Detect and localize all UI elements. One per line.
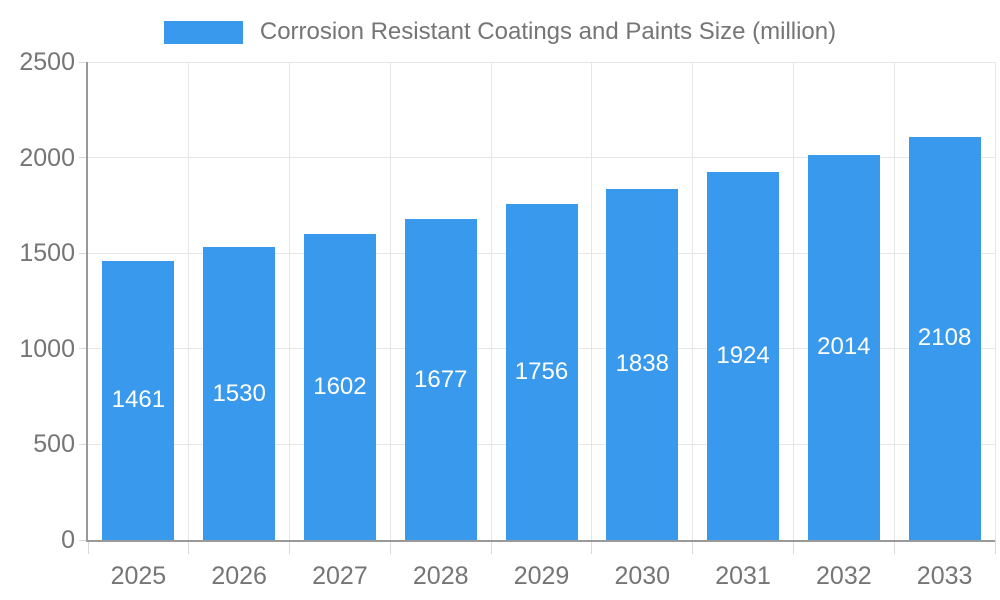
gridline-v <box>792 62 794 540</box>
x-axis-tick <box>490 540 492 554</box>
x-axis-tick <box>994 540 996 554</box>
x-axis-tick <box>289 540 291 554</box>
bar-value-label: 1602 <box>313 372 367 400</box>
x-tick-label: 2028 <box>412 562 469 590</box>
x-axis-tick <box>792 540 794 554</box>
bar-value-label: 2014 <box>817 333 871 361</box>
x-axis-tick <box>188 540 190 554</box>
gridline-v <box>490 62 492 540</box>
y-axis-tick <box>79 252 88 254</box>
x-axis-line <box>86 540 995 542</box>
x-axis-tick <box>591 540 593 554</box>
bar-value-label: 1756 <box>514 358 569 386</box>
bar[interactable] <box>505 204 578 540</box>
y-axis-line <box>86 62 88 542</box>
y-axis-tick <box>79 157 88 159</box>
gridline-v <box>389 62 391 540</box>
x-axis-tick <box>389 540 391 554</box>
legend[interactable]: Corrosion Resistant Coatings and Paints … <box>0 18 1000 46</box>
bar[interactable] <box>908 136 981 540</box>
gridline-v <box>591 62 593 540</box>
legend-label: Corrosion Resistant Coatings and Paints … <box>259 18 837 45</box>
gridline-v <box>188 62 190 540</box>
bar-value-label: 2108 <box>917 324 972 352</box>
x-tick-label: 2032 <box>816 562 872 590</box>
y-axis-tick <box>79 348 88 350</box>
x-axis-tick <box>692 540 694 554</box>
bar-value-label: 1677 <box>414 365 468 393</box>
y-tick-label: 2500 <box>19 48 75 76</box>
x-tick-label: 2030 <box>614 562 671 590</box>
y-tick-label: 1000 <box>19 334 75 363</box>
bar[interactable] <box>102 260 175 540</box>
bar[interactable] <box>707 172 780 540</box>
x-tick-label: 2026 <box>211 562 267 590</box>
bar-value-label: 1530 <box>212 379 266 407</box>
bar-value-label: 1924 <box>716 342 770 370</box>
x-tick-label: 2029 <box>513 562 570 590</box>
y-tick-label: 1500 <box>19 239 75 268</box>
y-axis-tick <box>79 539 88 541</box>
bar-value-label: 1838 <box>615 350 669 378</box>
gridline-h <box>88 61 995 63</box>
gridline-v <box>692 62 694 540</box>
y-axis-tick <box>79 61 88 63</box>
x-tick-label: 2027 <box>312 562 368 590</box>
y-axis-tick <box>79 443 88 445</box>
bar[interactable] <box>807 154 880 540</box>
x-tick-label: 2031 <box>715 562 771 590</box>
bar[interactable] <box>303 233 376 540</box>
gridline-h <box>88 157 995 159</box>
y-tick-label: 2000 <box>19 143 75 172</box>
x-tick-label: 2025 <box>110 562 167 590</box>
y-tick-label: 500 <box>33 430 75 459</box>
x-axis-tick <box>893 540 895 554</box>
gridline-v <box>289 62 291 540</box>
bar[interactable] <box>404 219 477 540</box>
legend-swatch <box>163 20 243 44</box>
gridline-v <box>893 62 895 540</box>
x-axis-tick <box>87 540 89 554</box>
bar-value-label: 1461 <box>111 386 166 414</box>
y-tick-label: 0 <box>61 526 75 554</box>
bar[interactable] <box>203 247 276 540</box>
gridline-v <box>994 62 996 540</box>
bar[interactable] <box>606 188 679 540</box>
x-tick-label: 2033 <box>916 562 973 590</box>
